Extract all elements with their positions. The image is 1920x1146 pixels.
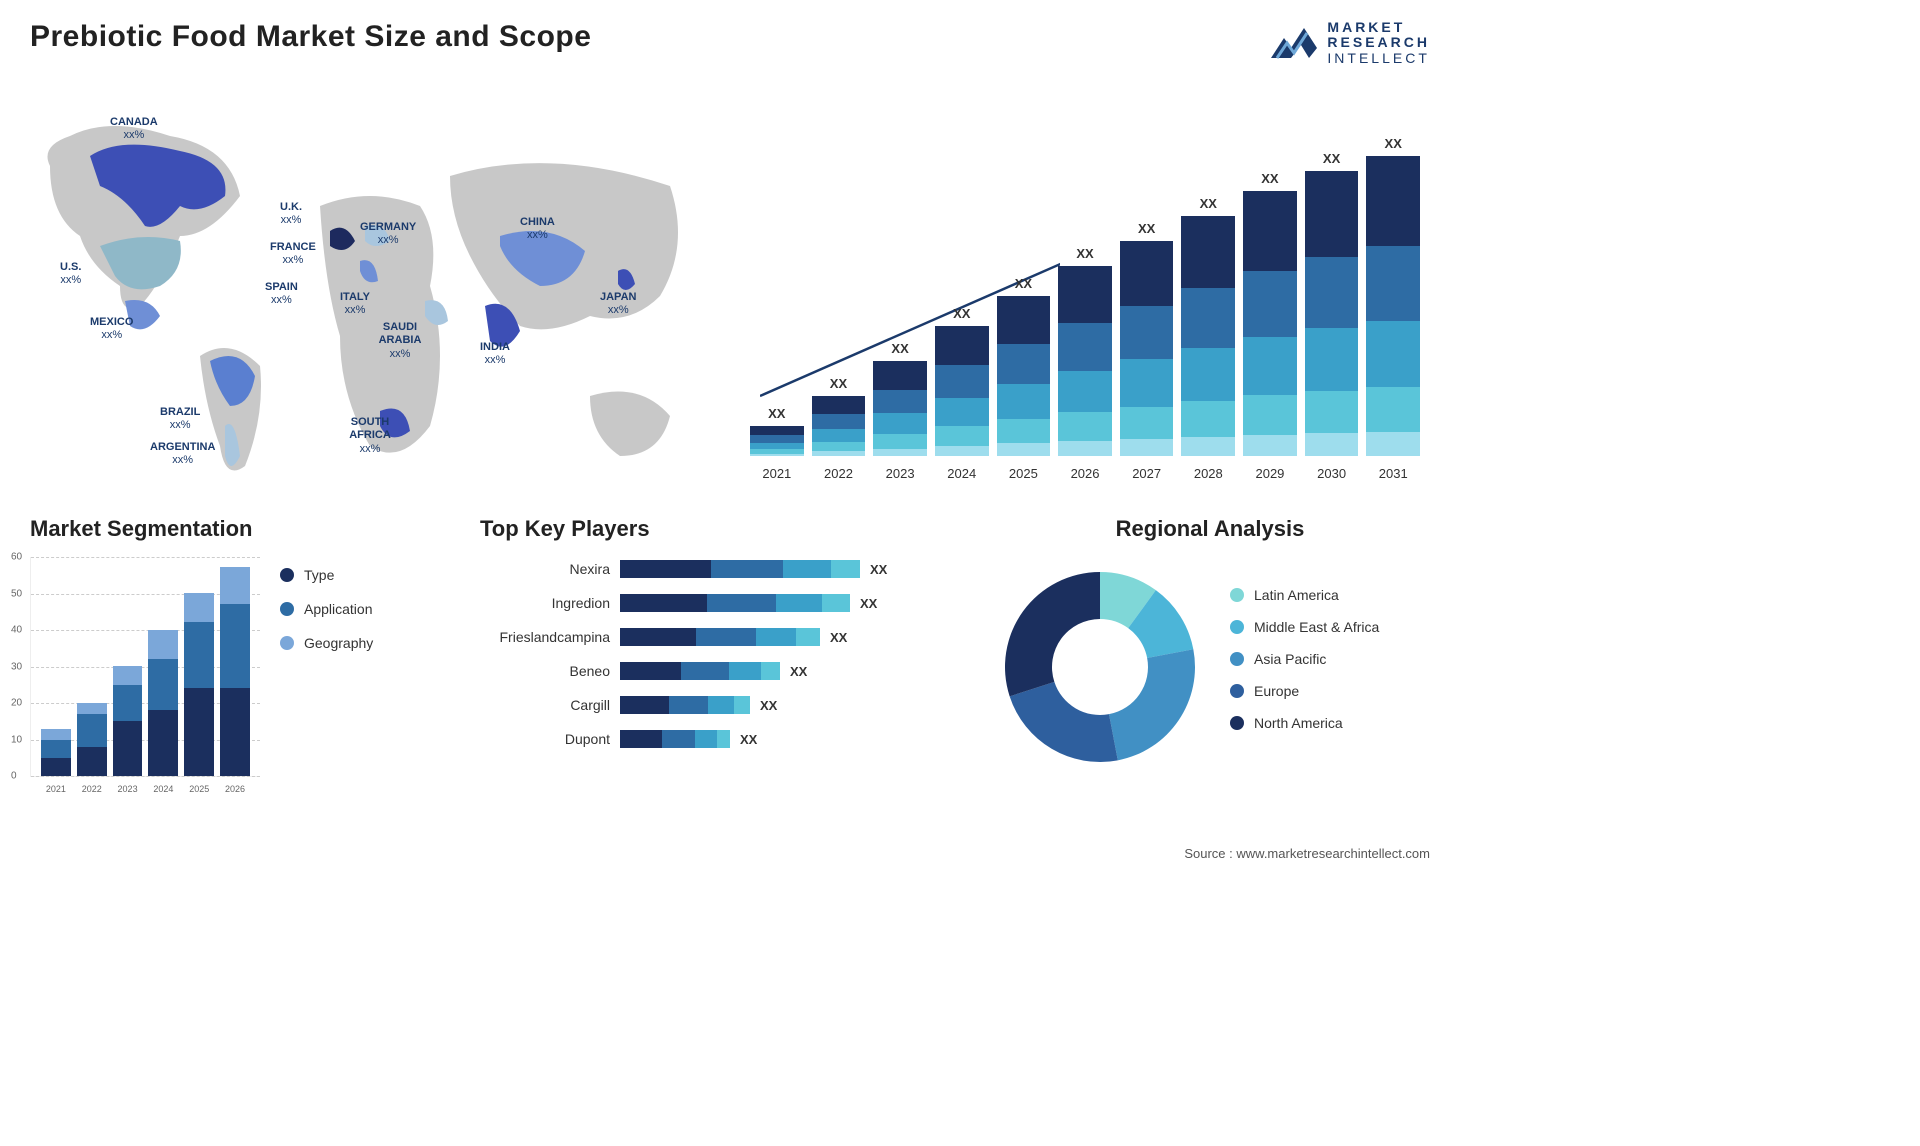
seg-legend-type: Type (280, 567, 450, 583)
seg-bar-2021 (41, 729, 71, 777)
map-label-italy: ITALYxx% (340, 291, 370, 317)
map-label-china: CHINAxx% (520, 216, 555, 242)
map-label-india: INDIAxx% (480, 341, 510, 367)
map-label-spain: SPAINxx% (265, 281, 298, 307)
map-label-brazil: BRAZILxx% (160, 406, 200, 432)
map-label-argentina: ARGENTINAxx% (150, 441, 215, 467)
big-bar-2026: XX (1058, 266, 1112, 456)
logo-line1: MARKET (1327, 20, 1430, 35)
big-bar-2025: XX (997, 296, 1051, 456)
segmentation-title: Market Segmentation (30, 516, 450, 542)
player-row-beneo: BeneoXX (480, 659, 960, 683)
big-bar-2028: XX (1181, 216, 1235, 456)
player-row-nexira: NexiraXX (480, 557, 960, 581)
big-bar-2029: XX (1243, 191, 1297, 456)
map-label-france: FRANCExx% (270, 241, 316, 267)
map-label-canada: CANADAxx% (110, 116, 158, 142)
seg-bar-2022 (77, 703, 107, 776)
logo-icon (1269, 23, 1319, 63)
player-row-frieslandcampina: FrieslandcampinaXX (480, 625, 960, 649)
map-label-uk: U.K.xx% (280, 201, 302, 227)
players-title: Top Key Players (480, 516, 960, 542)
source-text: Source : www.marketresearchintellect.com (1184, 846, 1430, 861)
big-bar-2022: XX (812, 396, 866, 456)
big-bar-2024: XX (935, 326, 989, 456)
map-label-mexico: MEXICOxx% (90, 316, 133, 342)
player-row-ingredion: IngredionXX (480, 591, 960, 615)
regional-legend-latinamerica: Latin America (1230, 587, 1379, 603)
map-label-saudiarabia: SAUDI ARABIAxx% (370, 321, 430, 361)
player-row-dupont: DupontXX (480, 727, 960, 751)
regional-title: Regional Analysis (990, 516, 1430, 542)
map-label-us: U.S.xx% (60, 261, 81, 287)
regional-legend-northamerica: North America (1230, 715, 1379, 731)
logo-line3: INTELLECT (1327, 51, 1430, 66)
seg-bar-2023 (113, 666, 143, 776)
segmentation-legend: Type Application Geography (280, 557, 450, 777)
logo-line2: RESEARCH (1327, 35, 1430, 50)
seg-legend-geography: Geography (280, 635, 450, 651)
big-bar-2027: XX (1120, 241, 1174, 456)
map-label-japan: JAPANxx% (600, 291, 636, 317)
seg-legend-application: Application (280, 601, 450, 617)
regional-legend: Latin America Middle East & Africa Asia Pa… (1230, 587, 1379, 747)
regional-legend-middleeastafrica: Middle East & Africa (1230, 619, 1379, 635)
seg-bar-2026 (220, 567, 250, 776)
big-bar-2031: XX (1366, 156, 1420, 456)
big-bar-2021: XX (750, 426, 804, 456)
regional-legend-asiapacific: Asia Pacific (1230, 651, 1379, 667)
map-label-germany: GERMANYxx% (360, 221, 416, 247)
big-bar-2023: XX (873, 361, 927, 456)
players-chart: NexiraXX IngredionXX FrieslandcampinaXX Ben… (480, 557, 960, 751)
logo: MARKET RESEARCH INTELLECT (1269, 20, 1430, 66)
big-bar-2030: XX (1305, 171, 1359, 456)
page-title: Prebiotic Food Market Size and Scope (30, 20, 591, 54)
regional-donut (990, 557, 1210, 777)
seg-bar-2024 (148, 630, 178, 777)
segmentation-chart: 0102030405060 202120222023202420252026 (30, 557, 260, 777)
map-label-southafrica: SOUTH AFRICAxx% (340, 416, 400, 456)
market-size-chart: XXXXXXXXXXXXXXXXXXXXXX 20212022202320242… (740, 86, 1430, 486)
regional-legend-europe: Europe (1230, 683, 1379, 699)
world-map: CANADAxx% U.S.xx% MEXICOxx% BRAZILxx% ARGENT… (30, 86, 710, 486)
seg-bar-2025 (184, 593, 214, 776)
player-row-cargill: CargillXX (480, 693, 960, 717)
